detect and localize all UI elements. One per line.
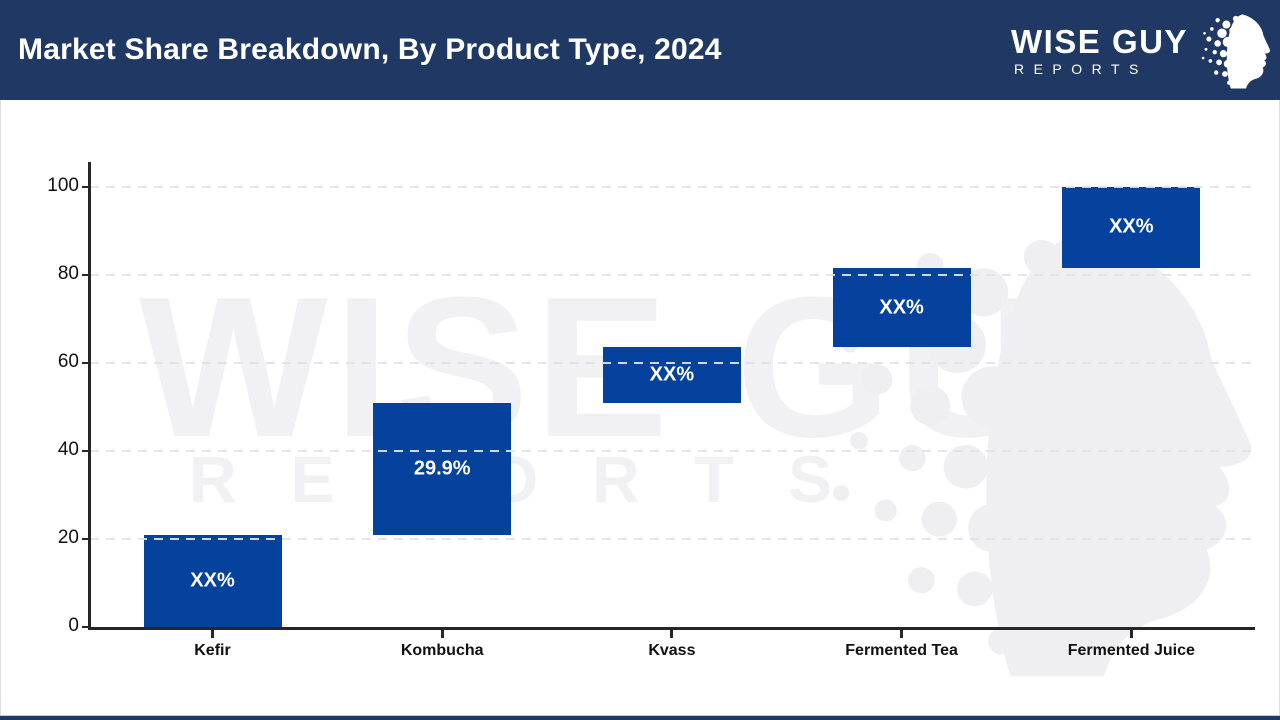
logo-wordmark-line1: WISE GUY — [1010, 22, 1188, 60]
logo-wordmark-line2: REPORTS — [1013, 60, 1148, 77]
header-banner: Market Share Breakdown, By Product Type,… — [0, 0, 1280, 100]
bar-fermented-tea: XX% — [832, 267, 971, 348]
bar-value-label: XX% — [879, 296, 924, 319]
x-axis-category-label: Fermented Juice — [1067, 642, 1195, 659]
y-axis-tick — [82, 186, 90, 188]
x-axis-tick — [211, 630, 214, 638]
footer-bar — [0, 716, 1280, 720]
y-axis-tick — [82, 538, 90, 540]
logo-text: WISE GUY REPORTS — [1011, 25, 1188, 76]
gridline-y-60 — [90, 362, 1253, 364]
y-axis-tick-label: 40 — [57, 439, 79, 460]
bar-kvass: XX% — [602, 347, 741, 404]
gridline-y-40 — [90, 450, 1253, 452]
y-axis-tick — [82, 274, 90, 276]
y-axis-line — [88, 162, 91, 630]
plot-region: 0 20 40 60 80 100 XX% Kefir 29.9% Kombucha XX% Kvas… — [1, 100, 1279, 715]
bar-value-label: 29.9% — [413, 457, 471, 480]
y-axis-tick — [82, 450, 90, 452]
gridline-y-100 — [90, 186, 1253, 188]
x-axis-category-label: Kombucha — [400, 642, 484, 659]
bar-value-label: XX% — [190, 569, 235, 592]
y-axis-tick-label: 100 — [47, 175, 79, 196]
y-axis-tick-label: 80 — [57, 263, 79, 284]
x-axis-tick — [1129, 630, 1133, 638]
gridline-y-20 — [90, 538, 1253, 540]
gridline-y-80 — [90, 274, 1253, 276]
x-axis-line — [88, 627, 1255, 630]
logo-face-icon — [1201, 14, 1270, 89]
x-axis-tick — [900, 630, 904, 638]
x-axis-category-label: Fermented Tea — [845, 642, 958, 659]
page-title: Market Share Breakdown, By Product Type,… — [18, 33, 722, 66]
y-axis-tick — [82, 362, 90, 364]
x-axis-tick — [670, 630, 674, 638]
x-axis-category-label: Kefir — [194, 642, 231, 659]
x-axis-category-label: Kvass — [648, 642, 696, 659]
bar-value-label: XX% — [649, 363, 695, 386]
bar-value-label: XX% — [1109, 215, 1154, 238]
bar-kefir: XX% — [143, 534, 282, 627]
wise-guy-reports-logo: WISE GUY REPORTS — [1011, 4, 1270, 96]
bar-fermented-juice: XX% — [1062, 187, 1201, 268]
chart-area: WISE GUY REPORTS 0 20 40 60 80 100 XX% Kefir 29.… — [0, 100, 1280, 715]
y-axis-tick-label: 0 — [68, 615, 79, 636]
x-axis-tick — [440, 630, 444, 638]
y-axis-tick-label: 20 — [57, 527, 79, 548]
footer-divider — [0, 715, 1280, 716]
y-axis-tick — [82, 626, 90, 628]
bar-kombucha: 29.9% — [373, 403, 512, 535]
y-axis-tick-label: 60 — [57, 351, 79, 372]
